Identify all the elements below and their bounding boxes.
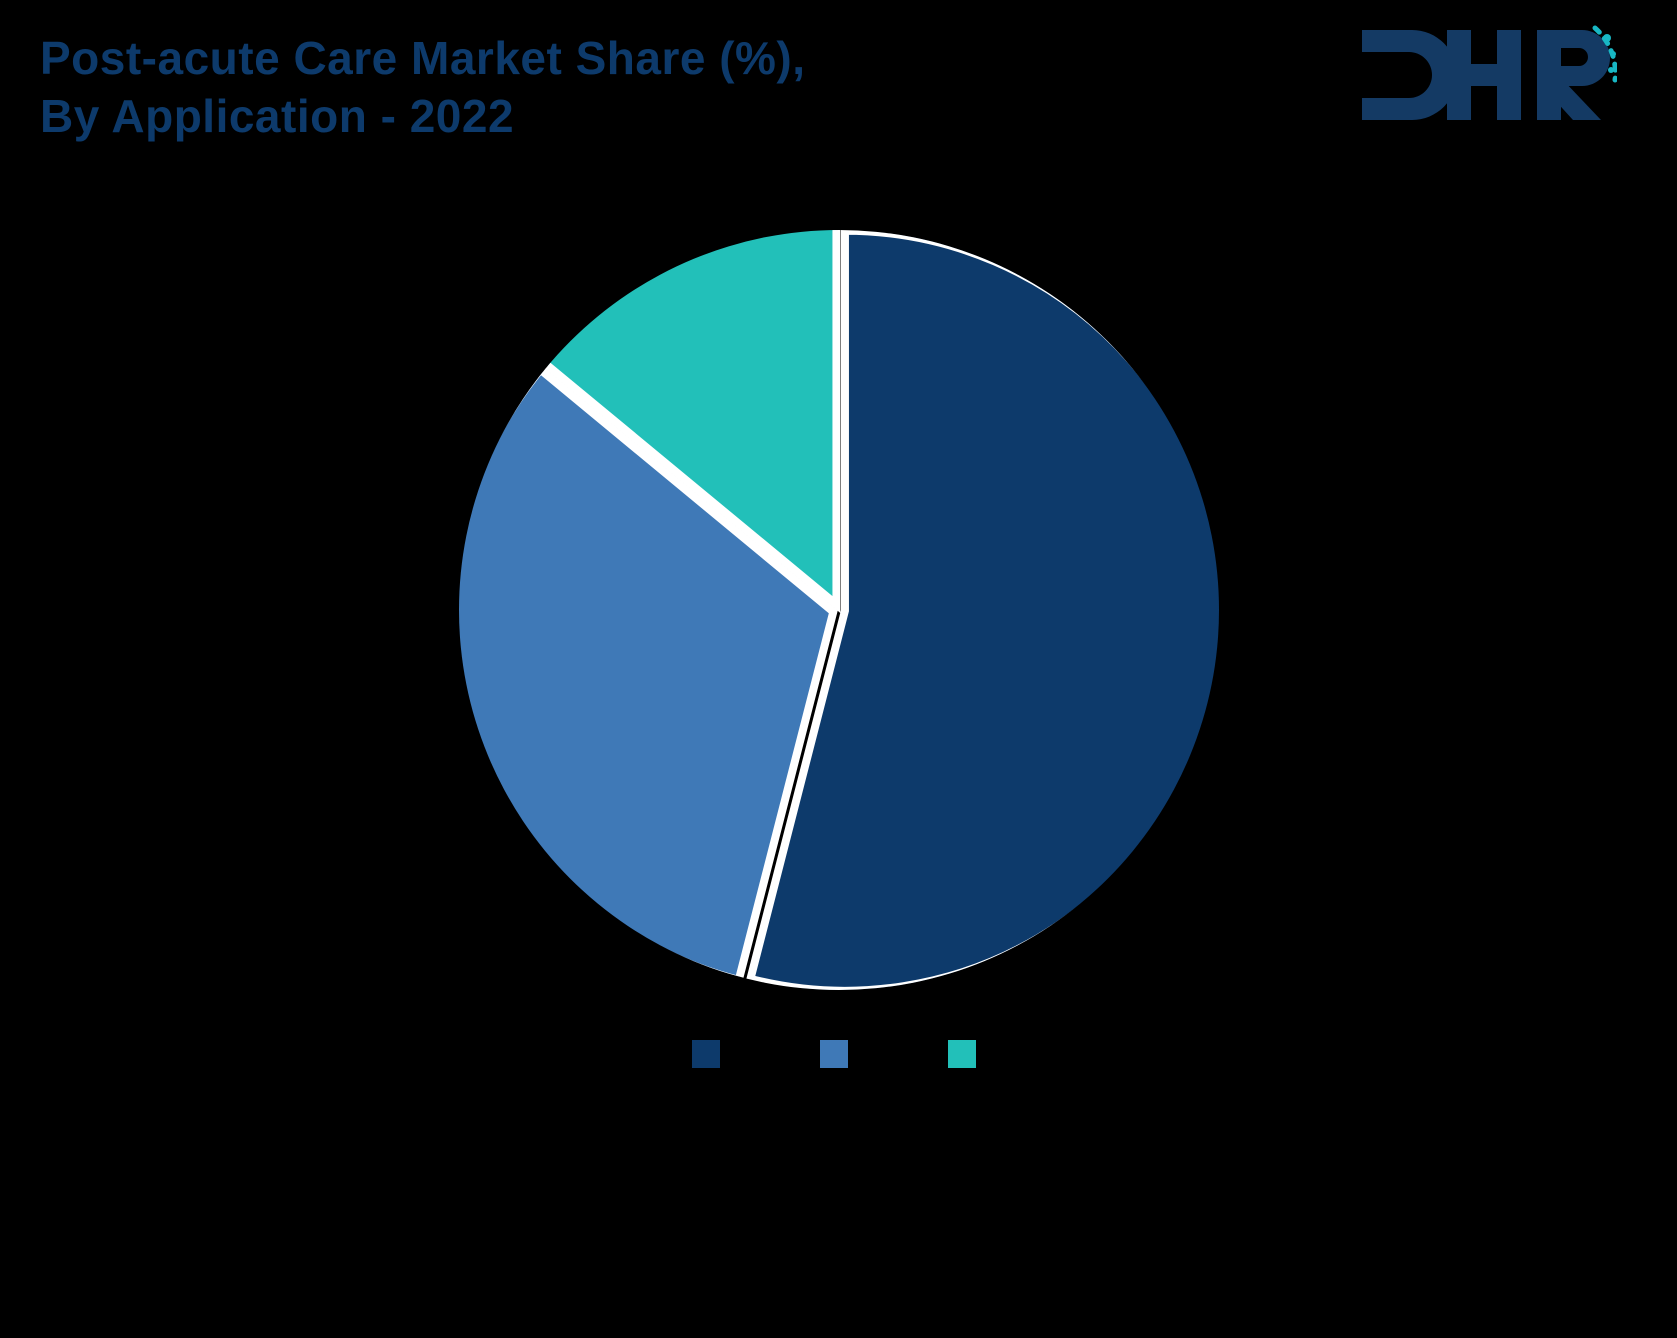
- dhr-logo-svg: [1357, 20, 1617, 130]
- chart-area: [459, 230, 1219, 1068]
- legend-item: [948, 1040, 986, 1068]
- brand-logo: [1357, 20, 1617, 135]
- legend-swatch: [692, 1040, 720, 1068]
- chart-title-line2: By Application - 2022: [40, 88, 806, 146]
- chart-title: Post-acute Care Market Share (%), By App…: [40, 30, 806, 145]
- chart-container: { "title": { "line1": "Post-acute Care M…: [0, 0, 1677, 1338]
- legend: [692, 1040, 986, 1068]
- legend-swatch: [948, 1040, 976, 1068]
- legend-item: [820, 1040, 858, 1068]
- pie-chart: [459, 230, 1219, 990]
- legend-swatch: [820, 1040, 848, 1068]
- legend-item: [692, 1040, 730, 1068]
- chart-title-line1: Post-acute Care Market Share (%),: [40, 30, 806, 88]
